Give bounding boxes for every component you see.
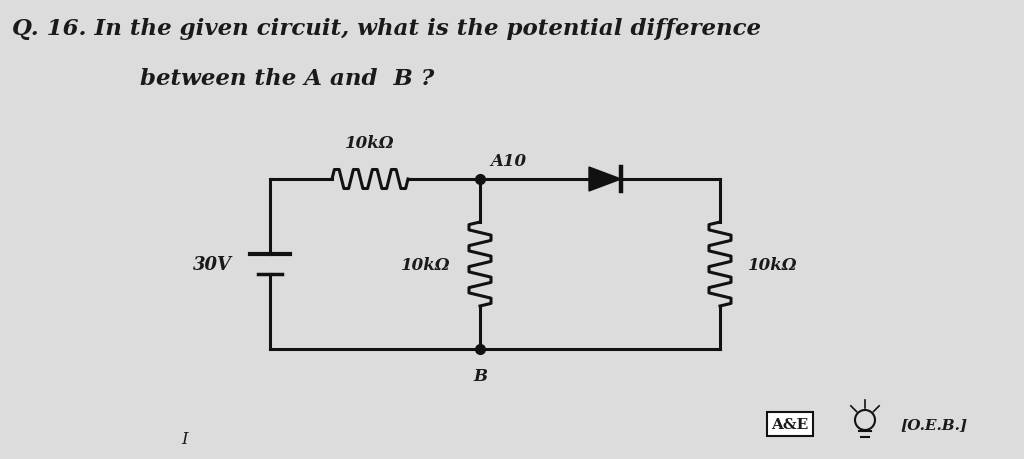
Text: 10kΩ: 10kΩ bbox=[748, 256, 798, 273]
Text: B: B bbox=[473, 367, 487, 384]
Text: 10kΩ: 10kΩ bbox=[400, 256, 450, 273]
Polygon shape bbox=[589, 168, 621, 191]
Text: [O.E.B.]: [O.E.B.] bbox=[900, 417, 967, 431]
Text: A10: A10 bbox=[490, 153, 526, 170]
Text: Q. 16. In the given circuit, what is the potential difference: Q. 16. In the given circuit, what is the… bbox=[12, 18, 761, 40]
Text: 10kΩ: 10kΩ bbox=[345, 134, 394, 151]
Text: I: I bbox=[181, 430, 188, 447]
Text: A&E: A&E bbox=[771, 417, 809, 431]
Text: between the A and  B ?: between the A and B ? bbox=[140, 68, 434, 90]
Text: 30V: 30V bbox=[193, 256, 232, 274]
